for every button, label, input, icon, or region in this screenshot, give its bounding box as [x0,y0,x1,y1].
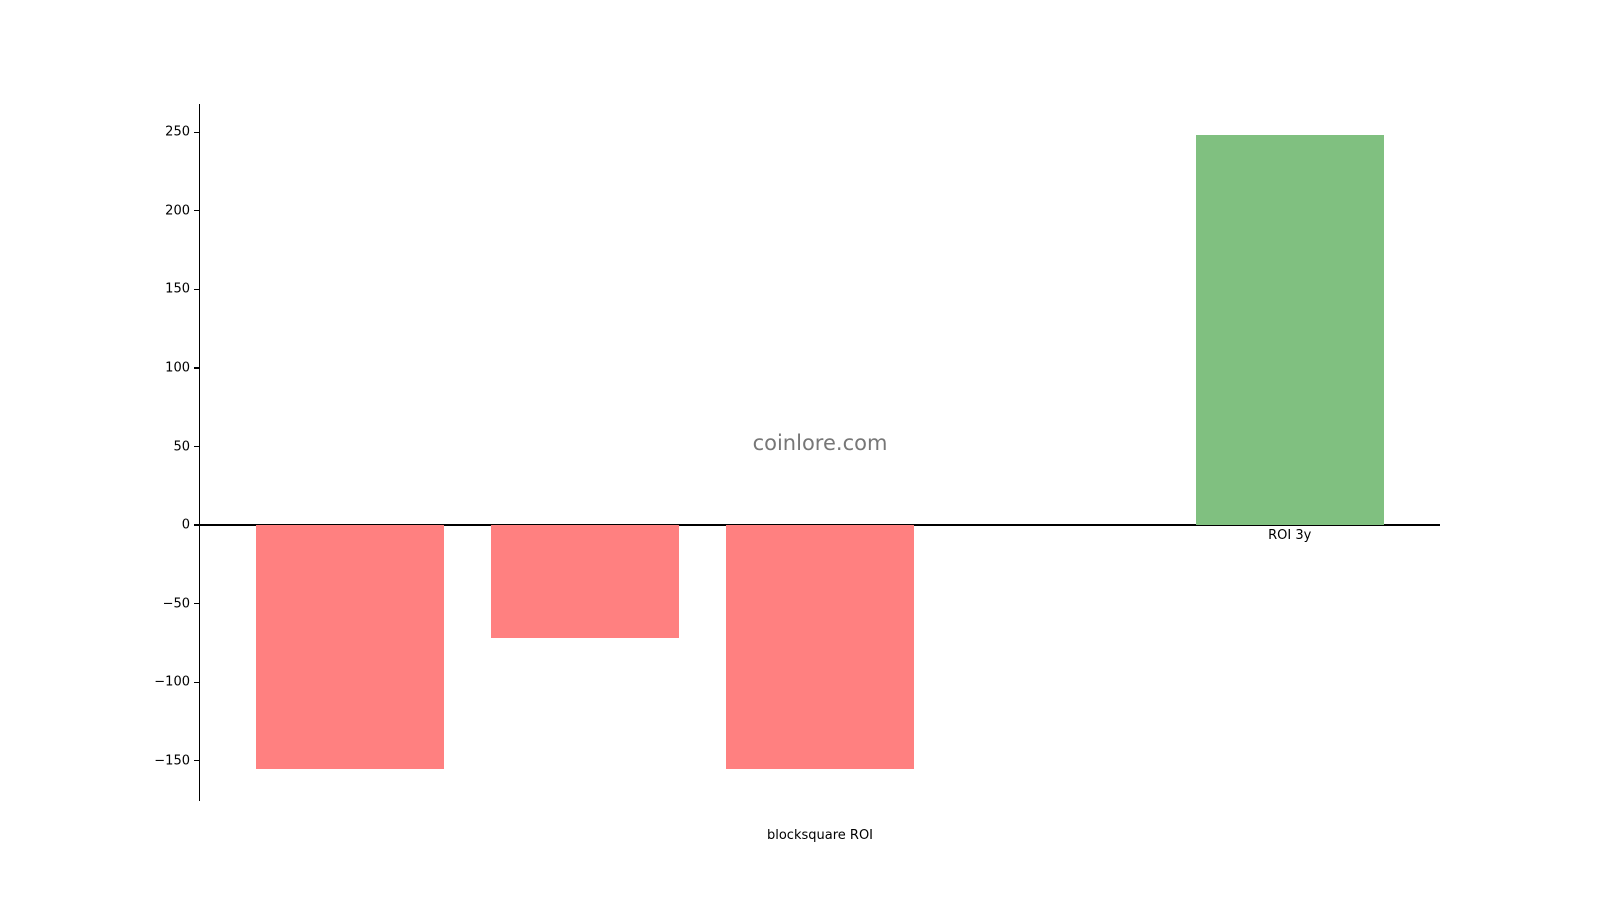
y-tick-mark [194,210,199,212]
y-tick-mark [194,367,199,369]
y-tick-label: 250 [165,124,190,140]
bar-slot-0 [256,525,445,769]
bar-slot-1 [491,525,680,639]
x-axis-label: blocksquare ROI [766,828,874,843]
bar-slot-2 [726,525,914,769]
y-tick-label: −100 [154,674,190,690]
y-tick-mark [194,524,199,526]
y-tick-mark [194,602,199,605]
y-tick-label: 200 [165,203,190,219]
bar-ROI 3y [1195,135,1384,526]
y-tick-label: −150 [154,753,190,769]
y-axis-spine [198,104,200,801]
y-tick-mark [194,131,199,133]
watermark-text: coinlore.com [752,431,888,455]
y-tick-label: 0 [181,517,190,533]
y-tick-mark [194,288,199,291]
y-tick-mark [194,760,199,762]
y-tick-mark [194,681,199,683]
y-tick-label: 150 [165,281,190,297]
y-tick-label: 100 [165,360,190,376]
y-tick-label: 50 [173,439,190,454]
x-tick-label: ROI 3y [1268,528,1312,544]
x-axis-zero-line [200,524,1440,526]
y-tick-mark [194,445,199,448]
y-tick-label: −50 [162,596,190,612]
